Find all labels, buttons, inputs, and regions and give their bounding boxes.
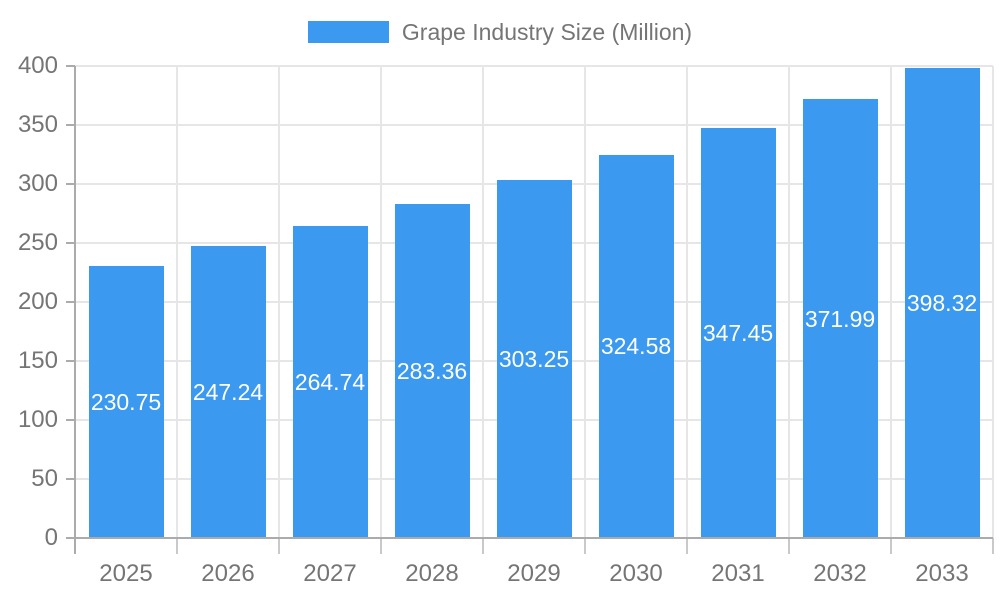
- y-axis-label: 100: [17, 406, 58, 433]
- x-axis-tick: [686, 538, 688, 554]
- bar-value-label: 398.32: [906, 289, 978, 316]
- bar-value-label: 264.74: [294, 368, 366, 395]
- x-axis-label: 2027: [303, 560, 357, 587]
- x-axis-label: 2032: [813, 560, 867, 587]
- gridline-vertical: [992, 66, 994, 538]
- bar-value-label: 283.36: [396, 357, 468, 384]
- bar[interactable]: [190, 246, 266, 538]
- y-axis-label: 0: [44, 524, 58, 551]
- gridline-vertical: [278, 66, 280, 538]
- x-axis-label: 2030: [609, 560, 663, 587]
- gridline-vertical: [380, 66, 382, 538]
- x-axis-label: 2026: [201, 560, 255, 587]
- gridline-horizontal: [75, 124, 993, 126]
- y-axis-label: 350: [17, 111, 58, 138]
- y-axis-label: 200: [17, 288, 58, 315]
- y-axis-tick: [66, 360, 75, 362]
- y-axis-tick: [66, 183, 75, 185]
- gridline-vertical: [788, 66, 790, 538]
- x-axis-tick: [890, 538, 892, 554]
- gridline-vertical: [890, 66, 892, 538]
- y-axis-tick: [66, 124, 75, 126]
- legend-label: Grape Industry Size (Million): [401, 18, 693, 45]
- y-axis-line: [74, 66, 76, 554]
- bar-value-label: 303.25: [498, 346, 570, 373]
- legend-swatch: [307, 21, 389, 43]
- x-axis-tick: [584, 538, 586, 554]
- chart-legend[interactable]: Grape Industry Size (Million): [0, 14, 1000, 50]
- bar-value-label: 324.58: [600, 333, 672, 360]
- x-axis-label: 2029: [507, 560, 561, 587]
- y-axis-label: 150: [17, 347, 58, 374]
- gridline-horizontal: [75, 65, 993, 67]
- x-axis-tick: [176, 538, 178, 554]
- y-axis-tick: [66, 301, 75, 303]
- bar[interactable]: [802, 99, 878, 538]
- y-axis-tick: [66, 419, 75, 421]
- bar-value-label: 247.24: [192, 379, 264, 406]
- gridline-vertical: [584, 66, 586, 538]
- x-axis-tick: [482, 538, 484, 554]
- gridline-vertical: [176, 66, 178, 538]
- bar[interactable]: [598, 154, 674, 538]
- x-axis-label: 2033: [915, 560, 969, 587]
- y-axis-tick: [66, 478, 75, 480]
- bar[interactable]: [700, 128, 776, 538]
- bar[interactable]: [904, 67, 980, 538]
- bar[interactable]: [292, 225, 368, 538]
- x-axis-label: 2025: [99, 560, 153, 587]
- x-axis-tick: [380, 538, 382, 554]
- bar-value-label: 230.75: [90, 388, 162, 415]
- y-axis-label: 300: [17, 170, 58, 197]
- y-axis-tick: [66, 242, 75, 244]
- x-axis-label: 2031: [711, 560, 765, 587]
- gridline-vertical: [482, 66, 484, 538]
- y-axis-label: 50: [31, 465, 58, 492]
- x-axis-tick: [992, 538, 994, 554]
- x-axis-tick: [788, 538, 790, 554]
- gridline-vertical: [686, 66, 688, 538]
- bar-value-label: 371.99: [804, 305, 876, 332]
- bar[interactable]: [496, 180, 572, 538]
- y-axis-label: 400: [17, 52, 58, 79]
- x-axis-line: [75, 537, 993, 539]
- y-axis-tick: [66, 537, 75, 539]
- x-axis-label: 2028: [405, 560, 459, 587]
- bar-value-label: 347.45: [702, 320, 774, 346]
- y-axis-label: 250: [17, 229, 58, 256]
- bar[interactable]: [88, 265, 164, 538]
- x-axis-tick: [278, 538, 280, 554]
- y-axis-tick: [66, 65, 75, 67]
- bar[interactable]: [394, 203, 470, 538]
